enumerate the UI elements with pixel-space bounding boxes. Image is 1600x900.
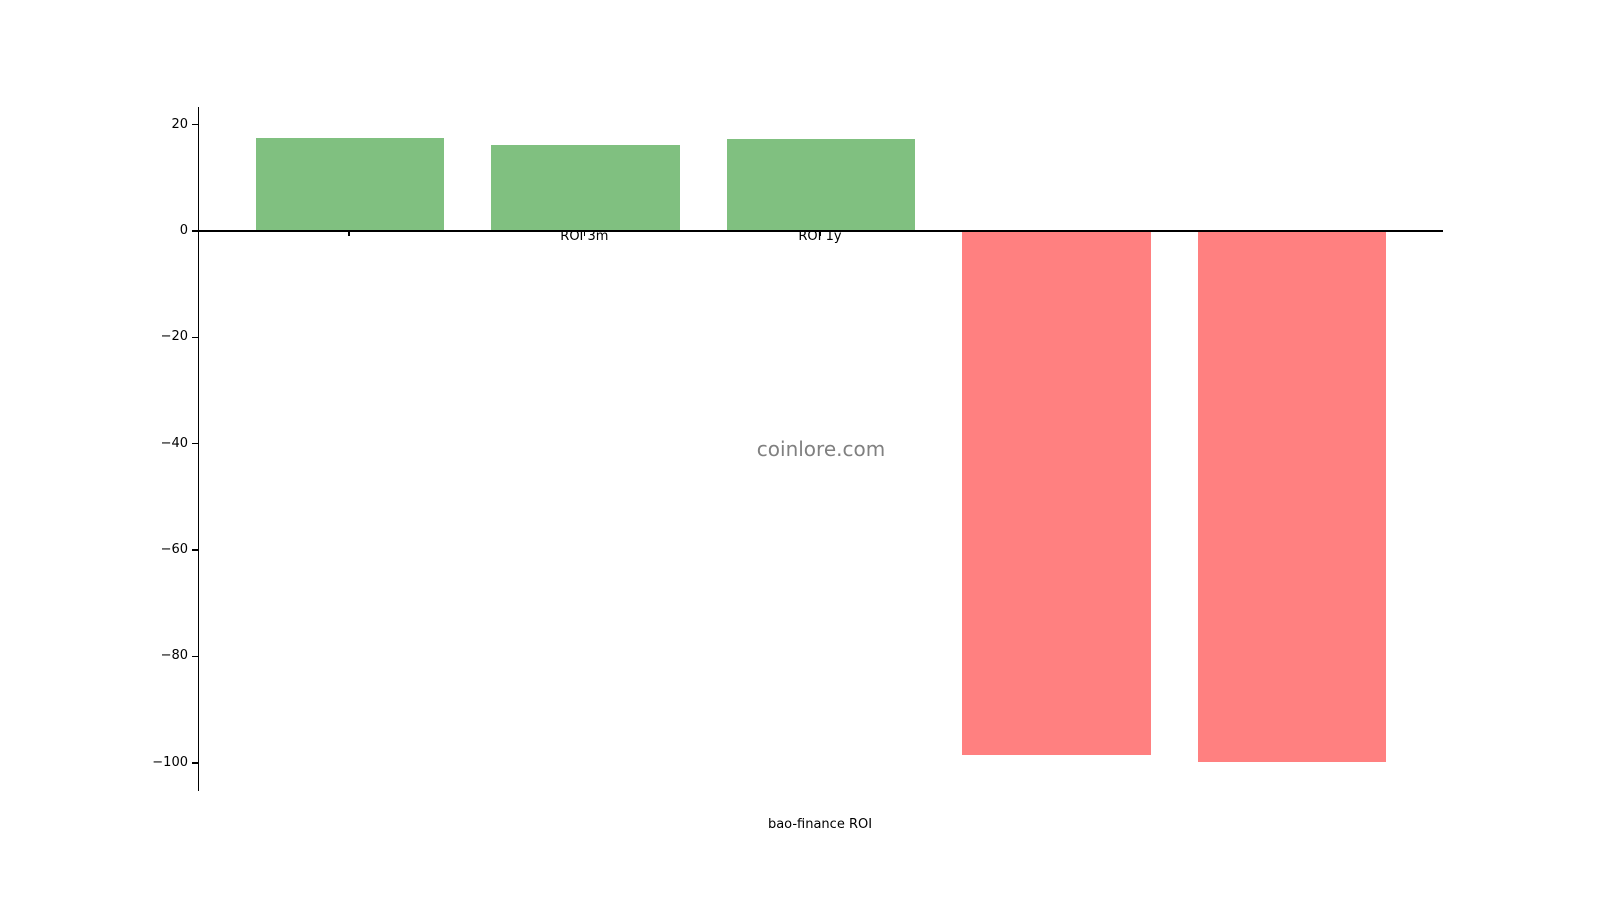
y-tick-mark [192, 230, 198, 232]
bar-series-0 [255, 138, 445, 231]
y-tick-label: −100 [152, 754, 188, 770]
x-tick-mark [348, 230, 350, 236]
x-tick-mark [819, 230, 821, 236]
x-tick-label: ROI 1y [798, 228, 842, 244]
x-tick-label: ROI 3m [560, 228, 609, 244]
y-tick-label: −40 [160, 435, 188, 451]
y-tick-mark [192, 123, 198, 126]
y-tick-label: 20 [171, 116, 188, 132]
bar-roi-3m [491, 145, 680, 231]
y-tick-label: −80 [160, 648, 188, 664]
watermark-text: coinlore.com [756, 437, 886, 461]
bar-series-3 [962, 230, 1151, 756]
x-axis-line [199, 230, 1443, 232]
y-tick-mark [192, 655, 198, 658]
chart-title: bao-finance ROI [767, 817, 873, 832]
x-tick-mark [583, 230, 586, 236]
bar-series-4 [1197, 230, 1387, 762]
bar-roi-1y [726, 138, 916, 231]
y-tick-mark [192, 336, 198, 339]
y-tick-mark [192, 549, 198, 551]
y-tick-mark [192, 442, 198, 445]
y-tick-label: 0 [179, 222, 188, 238]
y-tick-mark [192, 762, 198, 764]
y-tick-label: −20 [160, 329, 188, 345]
plot-area: coinlore.com [198, 107, 1443, 791]
y-tick-label: −60 [160, 542, 188, 558]
